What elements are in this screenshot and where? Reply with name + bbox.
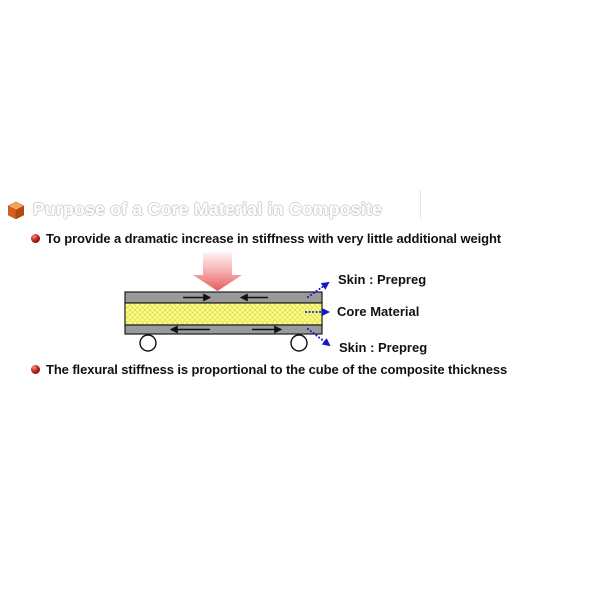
cube-right-face [15,205,24,219]
label-skin-bottom: Skin : Prepreg [339,340,427,355]
slide-title: Purpose of a Core Material in Composite [33,199,383,219]
bullet-sphere-icon [31,365,40,374]
bullet-text-1: To provide a dramatic increase in stiffn… [46,231,502,246]
bullet-sphere-icon [31,234,40,243]
label-skin-top: Skin : Prepreg [338,272,426,287]
bullet-item-2: The flexural stiffness is proportional t… [31,362,591,378]
composite-sandwich-diagram: Skin : Prepreg Core Material Skin : Prep… [124,252,427,355]
core-layer-hatch [125,303,322,325]
skin-top-layer [124,291,323,304]
roller-support-left [139,334,157,352]
slide-title-row: Purpose of a Core Material in Composite [8,199,382,220]
skin-bottom-layer [124,324,323,335]
callout-arrow-skin-top [307,281,330,298]
title-placeholder-edge [420,190,421,219]
label-core: Core Material [337,304,419,319]
load-arrow-icon [193,252,242,291]
callout-arrow-skin-bottom [307,328,331,347]
cube-icon [8,201,24,219]
bullet-text-2: The flexural stiffness is proportional t… [46,362,508,377]
bullet-item-1: To provide a dramatic increase in stiffn… [31,231,591,247]
roller-support-right [290,334,308,352]
cube-left-face [8,205,17,219]
